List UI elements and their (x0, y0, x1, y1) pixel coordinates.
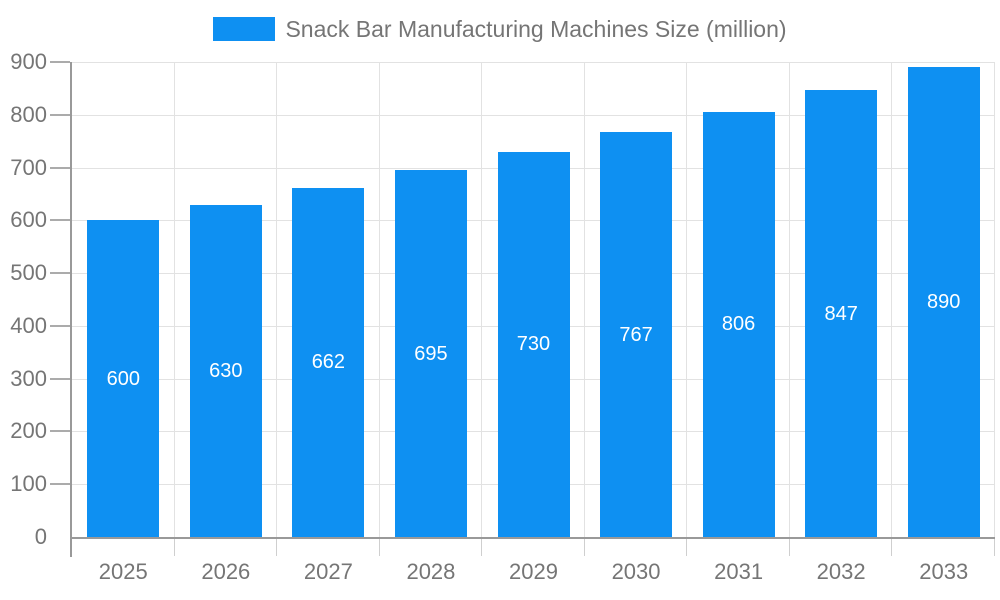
gridline-vertical (891, 62, 893, 537)
y-axis-tick (50, 272, 70, 275)
bar-value-label: 600 (106, 367, 140, 390)
x-axis-label: 2033 (919, 559, 969, 584)
gridline-vertical (994, 62, 995, 537)
y-axis-label: 200 (10, 418, 47, 444)
gridline-vertical (276, 62, 278, 537)
gridline-vertical (173, 62, 175, 537)
x-axis-label: 2025 (98, 559, 148, 584)
x-axis-label: 2029 (509, 559, 558, 584)
y-axis-tick (50, 113, 70, 116)
y-axis-label: 700 (10, 154, 47, 180)
gridline-vertical (378, 62, 380, 537)
y-axis-tick (50, 483, 70, 486)
bar (394, 170, 467, 537)
x-axis-tick (788, 539, 790, 556)
gridline-vertical (481, 62, 483, 537)
x-axis-label: 2030 (611, 559, 661, 584)
y-axis-tick (50, 219, 70, 222)
y-axis-label: 0 (34, 524, 47, 549)
bar-value-label: 847 (824, 302, 858, 325)
x-axis-label: 2028 (406, 559, 456, 584)
y-axis-label: 300 (10, 365, 47, 391)
bar-value-label: 806 (721, 313, 756, 336)
bar (805, 89, 878, 537)
y-axis-label: 100 (10, 471, 47, 497)
bar-value-label: 730 (516, 333, 551, 356)
y-axis-label: 800 (10, 101, 47, 127)
y-axis-label: 900 (10, 49, 47, 74)
legend-label: Snack Bar Manufacturing Machines Size (m… (285, 16, 787, 42)
x-axis-tick (276, 539, 278, 556)
gridline-horizontal (72, 114, 995, 116)
bar (292, 187, 365, 537)
bar (189, 204, 262, 537)
y-axis-label: 400 (10, 312, 47, 338)
bar-value-label: 662 (311, 351, 346, 374)
legend: Snack Bar Manufacturing Machines Size (m… (0, 16, 1000, 42)
bar (87, 220, 160, 537)
plot-area: 600 630 662 695 730 767 806 847 890 (72, 62, 995, 537)
x-axis-label: 2031 (714, 559, 764, 584)
x-axis-tick (583, 539, 585, 556)
y-axis-tick (50, 430, 70, 433)
y-axis-tick (50, 166, 70, 169)
bar (497, 151, 570, 537)
x-axis-label: 2032 (816, 559, 866, 584)
bar-value-label: 890 (927, 291, 961, 314)
gridline-vertical (788, 62, 790, 537)
x-axis-tick (686, 539, 688, 556)
x-axis-tick (173, 539, 175, 556)
x-axis-tick (994, 539, 995, 556)
x-axis-tick (481, 539, 483, 556)
y-axis-tick (50, 61, 70, 63)
y-axis-tick (50, 324, 70, 327)
bar (600, 132, 673, 537)
y-axis-label: 600 (10, 207, 47, 233)
y-axis-tick (50, 377, 70, 380)
legend-swatch (213, 17, 276, 41)
y-axis-label: 500 (10, 260, 47, 286)
bar (907, 67, 980, 537)
x-axis-label: 2027 (303, 559, 353, 584)
x-axis-label: 2026 (201, 559, 251, 584)
x-axis-tick (378, 539, 380, 556)
y-axis-line (70, 62, 72, 557)
gridline-vertical (583, 62, 585, 537)
bar (702, 111, 775, 537)
gridline-horizontal (72, 62, 995, 63)
bar-value-label: 695 (414, 342, 448, 365)
x-axis-line (70, 537, 995, 539)
bar-value-label: 630 (209, 359, 243, 382)
bar-value-label: 767 (619, 323, 653, 346)
gridline-vertical (686, 62, 688, 537)
x-axis-tick (891, 539, 893, 556)
